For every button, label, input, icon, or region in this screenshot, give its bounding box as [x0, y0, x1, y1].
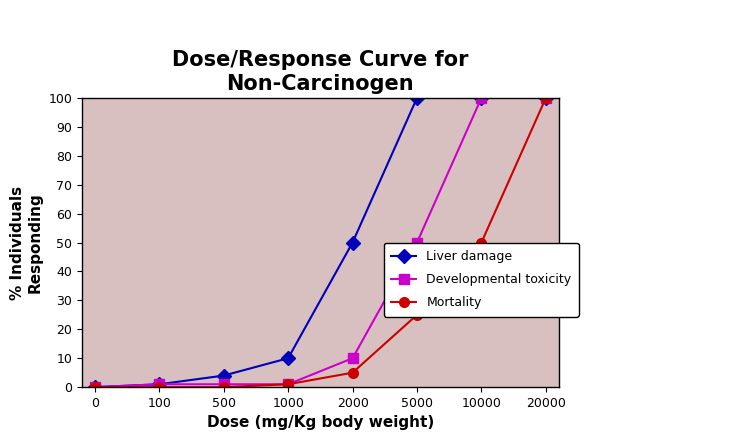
Liver damage	[284, 356, 293, 361]
Mortality	[477, 240, 486, 245]
Title: Dose/Response Curve for
Non-Carcinogen: Dose/Response Curve for Non-Carcinogen	[172, 50, 469, 93]
Line: Developmental toxicity: Developmental toxicity	[90, 93, 551, 392]
Developmental toxicity	[90, 384, 99, 390]
Liver damage	[413, 95, 422, 101]
Developmental toxicity	[542, 95, 551, 101]
Line: Mortality: Mortality	[90, 93, 551, 392]
Liver damage	[90, 384, 99, 390]
Y-axis label: % Individuals
Responding: % Individuals Responding	[10, 186, 42, 299]
Developmental toxicity	[284, 381, 293, 387]
Line: Liver damage: Liver damage	[90, 93, 551, 392]
Mortality	[284, 381, 293, 387]
Mortality	[155, 384, 164, 390]
Developmental toxicity	[155, 381, 164, 387]
Liver damage	[542, 95, 551, 101]
Mortality	[90, 384, 99, 390]
Mortality	[413, 312, 422, 318]
Developmental toxicity	[219, 381, 228, 387]
Mortality	[219, 384, 228, 390]
Legend: Liver damage, Developmental toxicity, Mortality: Liver damage, Developmental toxicity, Mo…	[384, 243, 579, 317]
Mortality	[542, 95, 551, 101]
Liver damage	[155, 381, 164, 387]
Liver damage	[348, 240, 357, 245]
Mortality	[348, 370, 357, 376]
Developmental toxicity	[413, 240, 422, 245]
Liver damage	[219, 373, 228, 378]
X-axis label: Dose (mg/Kg body weight): Dose (mg/Kg body weight)	[206, 416, 434, 430]
Liver damage	[477, 95, 486, 101]
Developmental toxicity	[348, 356, 357, 361]
Developmental toxicity	[477, 95, 486, 101]
